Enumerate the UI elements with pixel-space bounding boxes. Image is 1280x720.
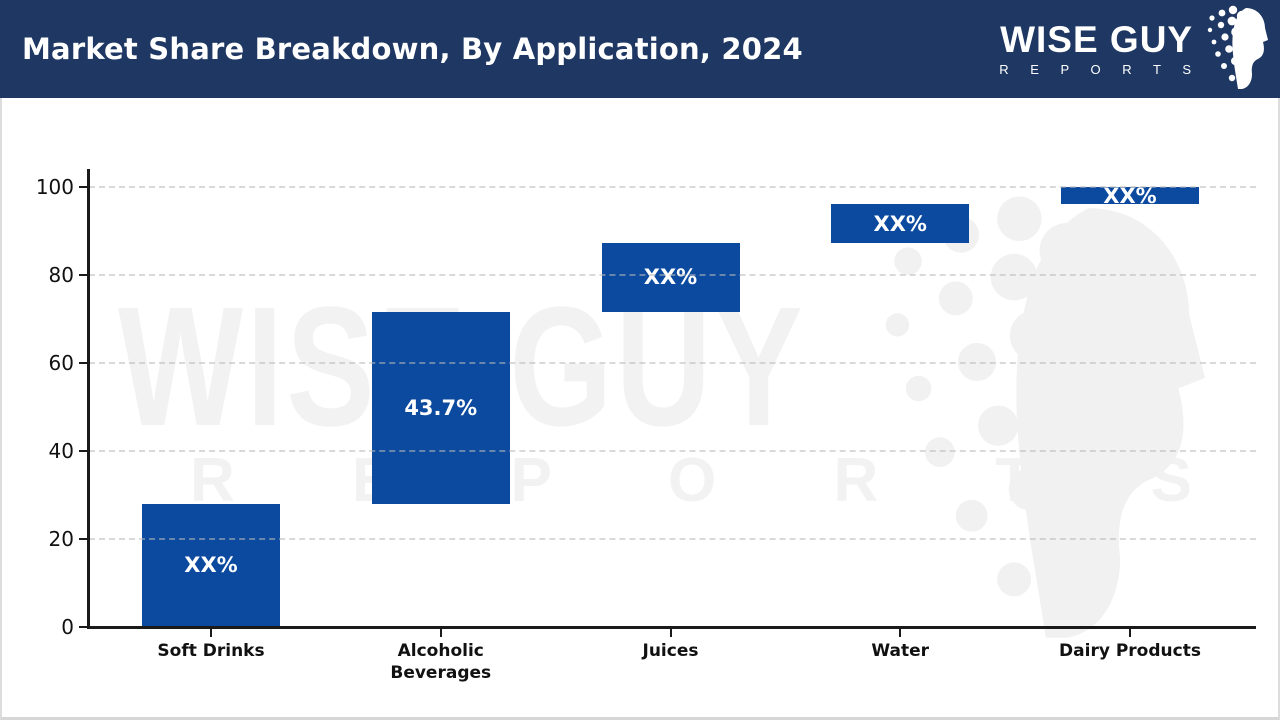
x-tick-label: Soft Drinks xyxy=(157,641,265,661)
gridline-40 xyxy=(89,450,1256,452)
brand-name: WISE GUY xyxy=(1000,19,1194,60)
x-tick-label: Water xyxy=(871,641,930,661)
bar-value-label: XX% xyxy=(873,211,927,236)
y-axis-line xyxy=(87,169,90,629)
brand-logo-text: WISE GUY R E P O R T S xyxy=(993,21,1200,77)
y-tick-label: 100 xyxy=(35,175,74,199)
head-profile-dots-icon xyxy=(1202,4,1268,94)
x-tick-mark xyxy=(210,627,212,637)
bar-juices: XX% xyxy=(601,242,740,312)
x-axis-line xyxy=(87,626,1256,629)
brand-logo: WISE GUY R E P O R T S xyxy=(993,4,1268,94)
bar-alcoholic-beverages: 43.7% xyxy=(371,311,510,504)
gridline-80 xyxy=(89,274,1256,276)
y-tick-mark xyxy=(79,186,89,188)
bar-value-label: 43.7% xyxy=(404,395,478,420)
header-bar: Market Share Breakdown, By Application, … xyxy=(0,0,1280,98)
y-tick-label: 0 xyxy=(61,615,74,639)
y-tick-mark xyxy=(79,274,89,276)
y-tick-mark xyxy=(79,626,89,628)
y-tick-label: 20 xyxy=(48,527,74,551)
y-tick-label: 40 xyxy=(48,439,74,463)
x-tick-mark xyxy=(899,627,902,637)
y-tick-mark xyxy=(79,538,89,540)
bar-value-label: XX% xyxy=(184,553,238,578)
x-tick-label: Alcoholic Beverages xyxy=(390,641,492,683)
y-tick-label: 80 xyxy=(48,263,74,287)
bar-dairy-products: XX% xyxy=(1061,184,1199,208)
x-tick-mark xyxy=(669,627,672,637)
x-tick-label: Dairy Products xyxy=(1059,641,1201,661)
y-tick-mark xyxy=(79,450,89,452)
y-tick-label: 60 xyxy=(48,351,74,375)
bar-value-label: XX% xyxy=(643,265,698,290)
x-tick-mark xyxy=(1129,627,1131,637)
x-tick-mark xyxy=(439,627,442,637)
bar-water: XX% xyxy=(831,204,970,243)
gridline-20 xyxy=(89,538,1256,540)
x-tick-label: Juices xyxy=(642,641,699,661)
gridline-100 xyxy=(89,186,1256,188)
gridline-60 xyxy=(89,362,1256,364)
y-tick-mark xyxy=(79,362,89,364)
brand-tagline: R E P O R T S xyxy=(999,62,1200,77)
page-title: Market Share Breakdown, By Application, … xyxy=(22,32,803,66)
bar-soft-drinks: XX% xyxy=(142,503,280,627)
